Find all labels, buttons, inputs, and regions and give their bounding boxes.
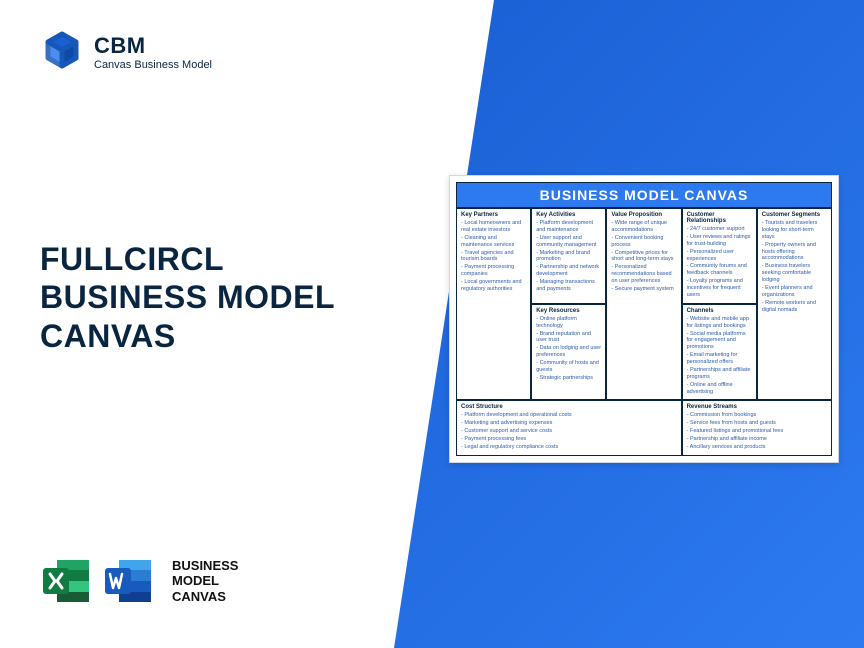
list-item: Community forums and feedback channels bbox=[687, 263, 752, 277]
list-item: Convenient booking process bbox=[611, 235, 676, 249]
list-item: Tourists and travelers looking for short… bbox=[762, 220, 827, 241]
list-item: Online platform technology bbox=[536, 316, 601, 330]
title-text: FULLCIRCL BUSINESS MODEL CANVAS bbox=[40, 240, 390, 355]
list-item: Ancillary services and products bbox=[687, 444, 827, 451]
cell-list: 24/7 customer supportUser reviews and ra… bbox=[687, 226, 752, 299]
list-item: Wide range of unique accommodations bbox=[611, 220, 676, 234]
cell-key-resources: Key Resources Online platform technology… bbox=[531, 304, 606, 401]
list-item: Platform development and operational cos… bbox=[461, 412, 677, 419]
cell-list: Platform development and maintenanceUser… bbox=[536, 220, 601, 293]
cell-list: Platform development and operational cos… bbox=[461, 412, 677, 450]
list-item: Payment processing fees bbox=[461, 436, 677, 443]
canvas-title: BUSINESS MODEL CANVAS bbox=[456, 182, 832, 208]
canvas-card: BUSINESS MODEL CANVAS Key Partners Local… bbox=[449, 175, 839, 463]
list-item: Personalized user experiences bbox=[687, 249, 752, 263]
cell-title: Key Partners bbox=[461, 212, 526, 218]
list-item: Email marketing for personalized offers bbox=[687, 352, 752, 366]
excel-icon bbox=[40, 554, 94, 608]
list-item: Payment processing companies bbox=[461, 264, 526, 278]
brand-name: CBM bbox=[94, 33, 212, 59]
bmc-label-line-2: MODEL bbox=[172, 573, 238, 589]
cell-list: Website and mobile app for listings and … bbox=[687, 316, 752, 396]
file-icons-row: BUSINESS MODEL CANVAS bbox=[40, 554, 238, 608]
list-item: Partnership and network development bbox=[536, 264, 601, 278]
list-item: Travel agencies and tourism boards bbox=[461, 250, 526, 264]
cell-key-partners: Key Partners Local homeowners and real e… bbox=[456, 208, 531, 400]
list-item: Remote workers and digital nomads bbox=[762, 300, 827, 314]
list-item: Partnerships and affiliate programs bbox=[687, 367, 752, 381]
cell-title: Channels bbox=[687, 308, 752, 314]
list-item: Platform development and maintenance bbox=[536, 220, 601, 234]
list-item: Marketing and brand promotion bbox=[536, 250, 601, 264]
list-item: Loyalty programs and incentives for freq… bbox=[687, 278, 752, 299]
list-item: Event planners and organizations bbox=[762, 285, 827, 299]
list-item: Featured listings and promotional fees bbox=[687, 428, 827, 435]
list-item: User reviews and ratings for trust-build… bbox=[687, 234, 752, 248]
list-item: Customer support and service costs bbox=[461, 428, 677, 435]
list-item: Strategic partnerships bbox=[536, 375, 601, 382]
logo-area: CBM Canvas Business Model bbox=[40, 30, 212, 74]
cell-title: Key Resources bbox=[536, 308, 601, 314]
cell-title: Customer Segments bbox=[762, 212, 827, 218]
cell-channels: Channels Website and mobile app for list… bbox=[682, 304, 757, 401]
cell-title: Customer Relationships bbox=[687, 212, 752, 224]
list-item: Service fees from hosts and guests bbox=[687, 420, 827, 427]
list-item: Local governments and regulatory authori… bbox=[461, 279, 526, 293]
main-title: FULLCIRCL BUSINESS MODEL CANVAS bbox=[40, 240, 390, 355]
brand-subtitle: Canvas Business Model bbox=[94, 59, 212, 71]
cell-cost-structure: Cost Structure Platform development and … bbox=[456, 400, 682, 455]
cell-customer-segments: Customer Segments Tourists and travelers… bbox=[757, 208, 832, 400]
cell-title: Cost Structure bbox=[461, 404, 677, 410]
word-icon bbox=[102, 554, 156, 608]
cell-key-activities: Key Activities Platform development and … bbox=[531, 208, 606, 304]
cell-list: Wide range of unique accommodationsConve… bbox=[611, 220, 676, 293]
list-item: Personalized recommendations based on us… bbox=[611, 264, 676, 285]
cell-title: Key Activities bbox=[536, 212, 601, 218]
list-item: Managing transactions and payments bbox=[536, 279, 601, 293]
list-item: Cleaning and maintenance services bbox=[461, 235, 526, 249]
list-item: Brand reputation and user trust bbox=[536, 331, 601, 345]
list-item: Local homeowners and real estate investo… bbox=[461, 220, 526, 234]
cell-customer-relationships: Customer Relationships 24/7 customer sup… bbox=[682, 208, 757, 304]
list-item: Business travelers seeking comfortable l… bbox=[762, 263, 827, 284]
logo-text: CBM Canvas Business Model bbox=[94, 33, 212, 71]
list-item: Website and mobile app for listings and … bbox=[687, 316, 752, 330]
list-item: Community of hosts and guests bbox=[536, 360, 601, 374]
cell-list: Online platform technologyBrand reputati… bbox=[536, 316, 601, 382]
bmc-label: BUSINESS MODEL CANVAS bbox=[172, 558, 238, 605]
cell-list: Commission from bookingsService fees fro… bbox=[687, 412, 827, 450]
logo-icon bbox=[40, 30, 84, 74]
list-item: Secure payment system bbox=[611, 286, 676, 293]
list-item: Marketing and advertising expenses bbox=[461, 420, 677, 427]
cell-list: Local homeowners and real estate investo… bbox=[461, 220, 526, 293]
canvas-grid: Key Partners Local homeowners and real e… bbox=[456, 208, 832, 456]
list-item: Data on lodging and user preferences bbox=[536, 345, 601, 359]
cell-value-proposition: Value Proposition Wide range of unique a… bbox=[606, 208, 681, 400]
cell-title: Value Proposition bbox=[611, 212, 676, 218]
bmc-label-line-3: CANVAS bbox=[172, 589, 238, 605]
list-item: Competitive prices for short and long-te… bbox=[611, 250, 676, 264]
list-item: Legal and regulatory compliance costs bbox=[461, 444, 677, 451]
list-item: Partnership and affiliate income bbox=[687, 436, 827, 443]
list-item: Commission from bookings bbox=[687, 412, 827, 419]
list-item: 24/7 customer support bbox=[687, 226, 752, 233]
cell-title: Revenue Streams bbox=[687, 404, 827, 410]
bmc-label-line-1: BUSINESS bbox=[172, 558, 238, 574]
cell-list: Tourists and travelers looking for short… bbox=[762, 220, 827, 313]
list-item: Property owners and hosts offering accom… bbox=[762, 242, 827, 263]
cell-revenue-streams: Revenue Streams Commission from bookings… bbox=[682, 400, 832, 455]
list-item: User support and community management bbox=[536, 235, 601, 249]
list-item: Social media platforms for engagement an… bbox=[687, 331, 752, 352]
list-item: Online and offline advertising bbox=[687, 382, 752, 396]
